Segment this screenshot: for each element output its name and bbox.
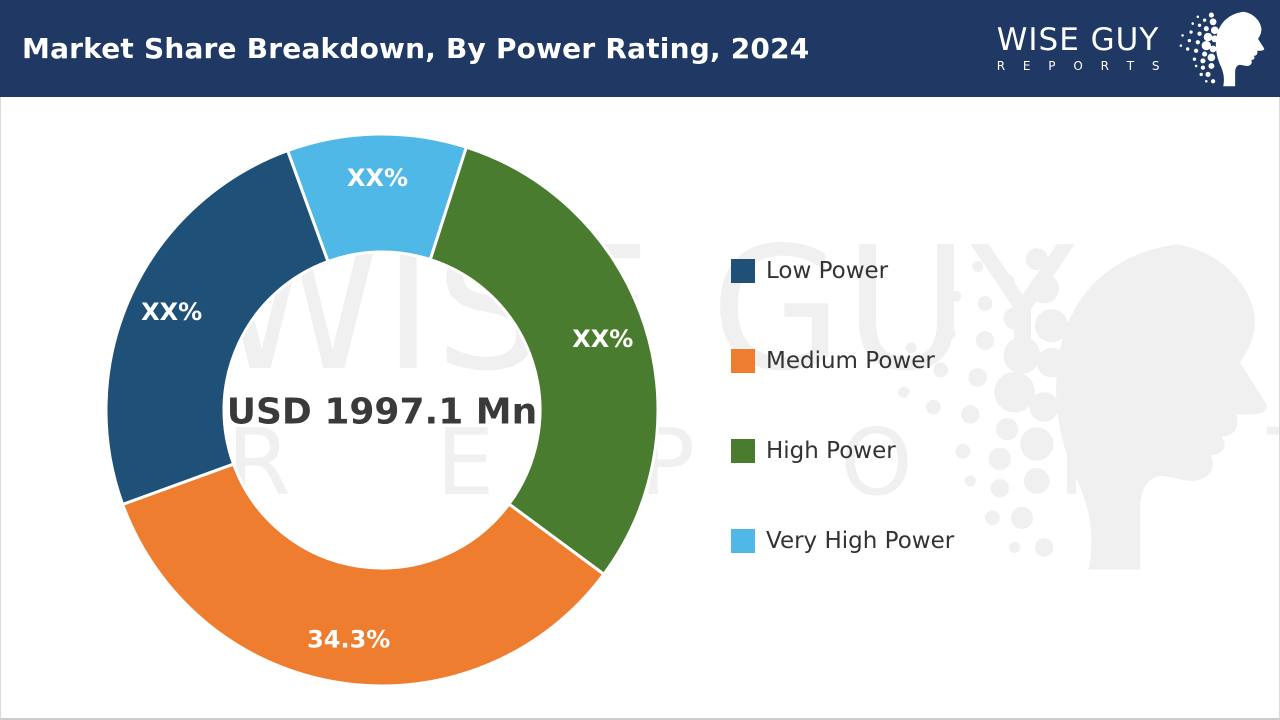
legend-swatch-very-high-power — [731, 529, 755, 553]
legend-label-low-power: Low Power — [766, 258, 889, 284]
legend-item-very-high-power: Very High Power — [731, 523, 954, 559]
segment-value-high-power: XX% — [572, 325, 633, 353]
segment-medium-power — [120, 462, 606, 688]
legend-item-medium-power: Medium Power — [731, 343, 954, 379]
chart-center-value: USD 1997.1 Mn — [226, 391, 538, 433]
header-bar: Market Share Breakdown, By Power Rating,… — [0, 0, 1280, 97]
legend-item-low-power: Low Power — [731, 253, 954, 289]
logo-subtitle: R E P O R T S — [996, 59, 1167, 74]
legend-label-very-high-power: Very High Power — [766, 528, 955, 554]
legend-swatch-high-power — [731, 439, 755, 463]
chart-legend: Low Power Medium Power High Power Very High… — [731, 253, 954, 613]
chart-area: WISE GUY R E P O R T S — [0, 97, 1280, 720]
donut-chart: XX% XX% 34.3% XX% — [104, 132, 660, 688]
legend-swatch-medium-power — [731, 349, 755, 373]
segment-high-power — [428, 145, 660, 577]
segment-value-low-power: XX% — [141, 298, 202, 326]
page-title: Market Share Breakdown, By Power Rating,… — [22, 32, 810, 65]
legend-item-high-power: High Power — [731, 433, 954, 469]
segment-value-very-high-power: XX% — [347, 164, 408, 192]
segment-value-medium-power: 34.3% — [307, 626, 390, 654]
legend-label-high-power: High Power — [766, 438, 896, 464]
logo-text: WISE GUY R E P O R T S — [997, 24, 1167, 74]
wise-guy-reports-logo: WISE GUY R E P O R T S — [997, 10, 1266, 88]
legend-label-medium-power: Medium Power — [766, 348, 935, 374]
legend-swatch-low-power — [731, 259, 755, 283]
logo-wordmark: WISE GUY — [996, 21, 1160, 58]
segment-low-power — [104, 148, 330, 507]
face-profile-dots-icon — [1179, 11, 1264, 86]
